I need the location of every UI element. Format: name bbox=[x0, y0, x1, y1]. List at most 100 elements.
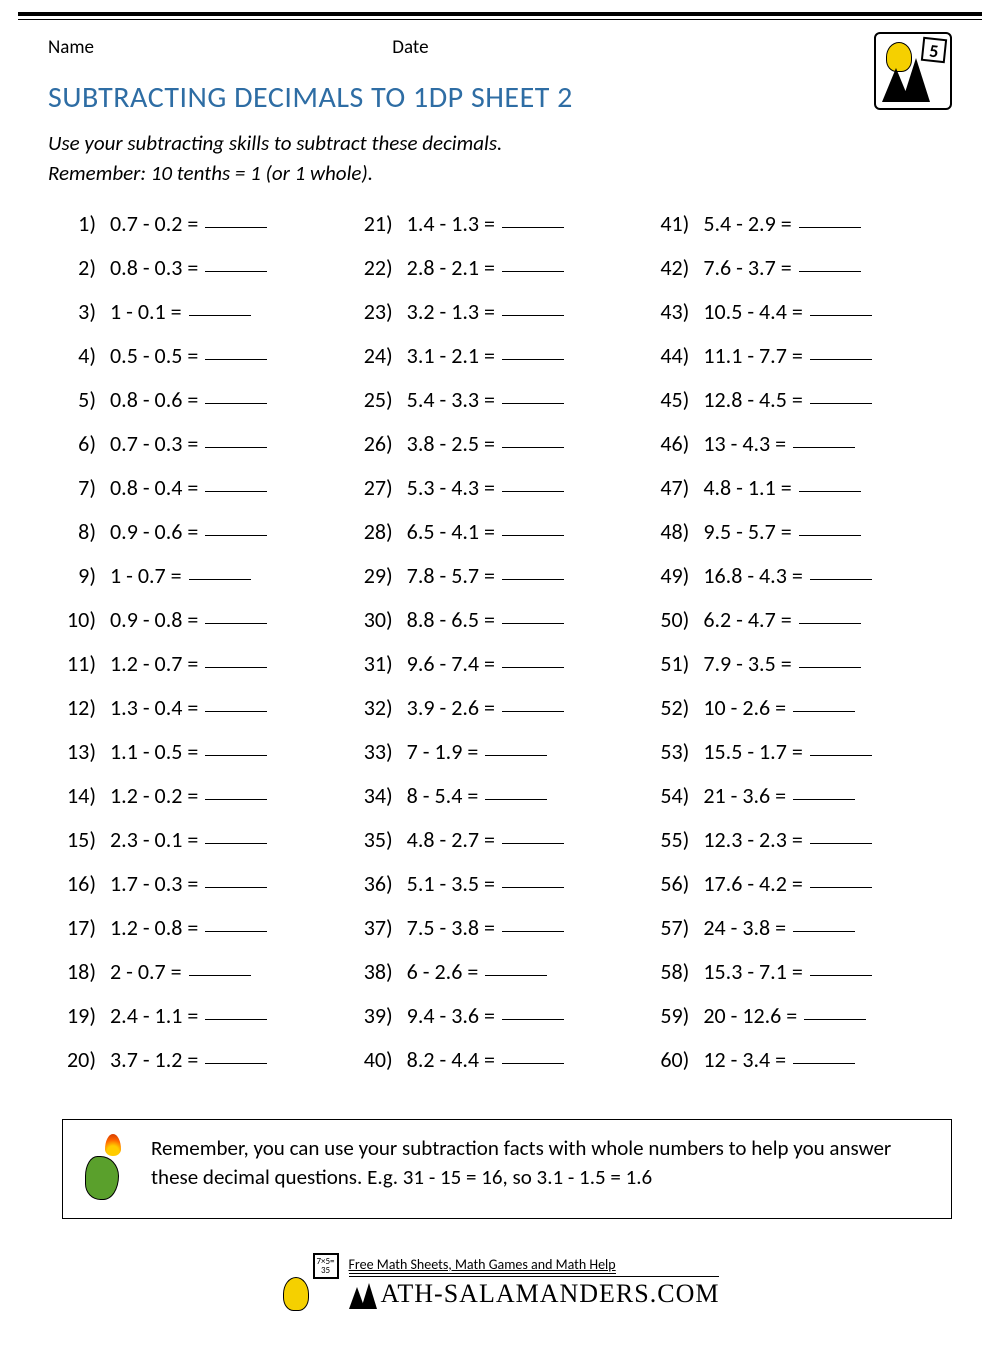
problem-row: 5)0.8 - 0.6 = bbox=[62, 389, 359, 433]
answer-blank[interactable] bbox=[810, 887, 872, 888]
problem-number: 9) bbox=[62, 565, 110, 587]
answer-blank[interactable] bbox=[205, 447, 267, 448]
problem-row: 49)16.8 - 4.3 = bbox=[655, 565, 952, 609]
problem-row: 58)15.3 - 7.1 = bbox=[655, 961, 952, 1005]
problem-row: 14)1.2 - 0.2 = bbox=[62, 785, 359, 829]
answer-blank[interactable] bbox=[205, 843, 267, 844]
answer-blank[interactable] bbox=[502, 711, 564, 712]
answer-blank[interactable] bbox=[810, 359, 872, 360]
answer-blank[interactable] bbox=[205, 271, 267, 272]
problem-equation: 3.2 - 1.3 = bbox=[407, 301, 564, 323]
problem-row: 43)10.5 - 4.4 = bbox=[655, 301, 952, 345]
answer-blank[interactable] bbox=[810, 579, 872, 580]
answer-blank[interactable] bbox=[205, 667, 267, 668]
problem-number: 41) bbox=[655, 213, 703, 235]
instructions-line1: Use your subtracting skills to subtract … bbox=[48, 128, 874, 158]
answer-blank[interactable] bbox=[502, 623, 564, 624]
answer-blank[interactable] bbox=[799, 623, 861, 624]
answer-blank[interactable] bbox=[205, 227, 267, 228]
answer-blank[interactable] bbox=[205, 491, 267, 492]
answer-blank[interactable] bbox=[810, 975, 872, 976]
answer-blank[interactable] bbox=[189, 315, 251, 316]
problem-equation: 1.2 - 0.2 = bbox=[110, 785, 267, 807]
answer-blank[interactable] bbox=[502, 667, 564, 668]
answer-blank[interactable] bbox=[502, 271, 564, 272]
answer-blank[interactable] bbox=[793, 931, 855, 932]
problem-number: 22) bbox=[359, 257, 407, 279]
problem-equation: 6 - 2.6 = bbox=[407, 961, 548, 983]
answer-blank[interactable] bbox=[793, 711, 855, 712]
problem-equation: 24 - 3.8 = bbox=[703, 917, 855, 939]
answer-blank[interactable] bbox=[502, 843, 564, 844]
answer-blank[interactable] bbox=[205, 535, 267, 536]
answer-blank[interactable] bbox=[793, 799, 855, 800]
problem-equation: 5.1 - 3.5 = bbox=[407, 873, 564, 895]
problem-number: 5) bbox=[62, 389, 110, 411]
problem-number: 6) bbox=[62, 433, 110, 455]
problem-row: 4)0.5 - 0.5 = bbox=[62, 345, 359, 389]
answer-blank[interactable] bbox=[810, 403, 872, 404]
problem-equation: 7.9 - 3.5 = bbox=[703, 653, 860, 675]
problem-number: 7) bbox=[62, 477, 110, 499]
answer-blank[interactable] bbox=[502, 579, 564, 580]
answer-blank[interactable] bbox=[502, 359, 564, 360]
answer-blank[interactable] bbox=[485, 975, 547, 976]
answer-blank[interactable] bbox=[502, 535, 564, 536]
problem-row: 48)9.5 - 5.7 = bbox=[655, 521, 952, 565]
answer-blank[interactable] bbox=[205, 1063, 267, 1064]
answer-blank[interactable] bbox=[205, 711, 267, 712]
answer-blank[interactable] bbox=[502, 491, 564, 492]
problem-equation: 4.8 - 1.1 = bbox=[703, 477, 860, 499]
answer-blank[interactable] bbox=[502, 403, 564, 404]
answer-blank[interactable] bbox=[502, 1063, 564, 1064]
answer-blank[interactable] bbox=[502, 931, 564, 932]
answer-blank[interactable] bbox=[502, 1019, 564, 1020]
answer-blank[interactable] bbox=[189, 975, 251, 976]
answer-blank[interactable] bbox=[502, 447, 564, 448]
problem-number: 17) bbox=[62, 917, 110, 939]
answer-blank[interactable] bbox=[485, 799, 547, 800]
answer-blank[interactable] bbox=[799, 227, 861, 228]
problem-number: 15) bbox=[62, 829, 110, 851]
answer-blank[interactable] bbox=[810, 755, 872, 756]
answer-blank[interactable] bbox=[205, 623, 267, 624]
answer-blank[interactable] bbox=[799, 667, 861, 668]
answer-blank[interactable] bbox=[205, 359, 267, 360]
answer-blank[interactable] bbox=[799, 271, 861, 272]
answer-blank[interactable] bbox=[189, 579, 251, 580]
answer-blank[interactable] bbox=[205, 1019, 267, 1020]
problem-equation: 1.1 - 0.5 = bbox=[110, 741, 267, 763]
answer-blank[interactable] bbox=[502, 227, 564, 228]
problem-number: 44) bbox=[655, 345, 703, 367]
answer-blank[interactable] bbox=[804, 1019, 866, 1020]
problem-row: 19)2.4 - 1.1 = bbox=[62, 1005, 359, 1049]
answer-blank[interactable] bbox=[799, 535, 861, 536]
problem-row: 42)7.6 - 3.7 = bbox=[655, 257, 952, 301]
answer-blank[interactable] bbox=[502, 887, 564, 888]
answer-blank[interactable] bbox=[205, 755, 267, 756]
problem-equation: 1 - 0.7 = bbox=[110, 565, 251, 587]
problem-row: 46)13 - 4.3 = bbox=[655, 433, 952, 477]
answer-blank[interactable] bbox=[205, 799, 267, 800]
problem-equation: 15.5 - 1.7 = bbox=[703, 741, 871, 763]
problem-equation: 12 - 3.4 = bbox=[703, 1049, 855, 1071]
problem-number: 27) bbox=[359, 477, 407, 499]
answer-blank[interactable] bbox=[205, 403, 267, 404]
answer-blank[interactable] bbox=[485, 755, 547, 756]
answer-blank[interactable] bbox=[205, 887, 267, 888]
problem-equation: 8.8 - 6.5 = bbox=[407, 609, 564, 631]
answer-blank[interactable] bbox=[810, 315, 872, 316]
answer-blank[interactable] bbox=[810, 843, 872, 844]
answer-blank[interactable] bbox=[793, 1063, 855, 1064]
problem-number: 13) bbox=[62, 741, 110, 763]
problem-equation: 1.2 - 0.8 = bbox=[110, 917, 267, 939]
answer-blank[interactable] bbox=[205, 931, 267, 932]
answer-blank[interactable] bbox=[502, 315, 564, 316]
problem-equation: 6.2 - 4.7 = bbox=[703, 609, 860, 631]
problem-column: 1)0.7 - 0.2 = 2)0.8 - 0.3 = 3)1 - 0.1 = … bbox=[62, 213, 359, 1093]
problem-equation: 12.3 - 2.3 = bbox=[703, 829, 871, 851]
answer-blank[interactable] bbox=[799, 491, 861, 492]
problem-row: 25)5.4 - 3.3 = bbox=[359, 389, 656, 433]
answer-blank[interactable] bbox=[793, 447, 855, 448]
problem-row: 9)1 - 0.7 = bbox=[62, 565, 359, 609]
